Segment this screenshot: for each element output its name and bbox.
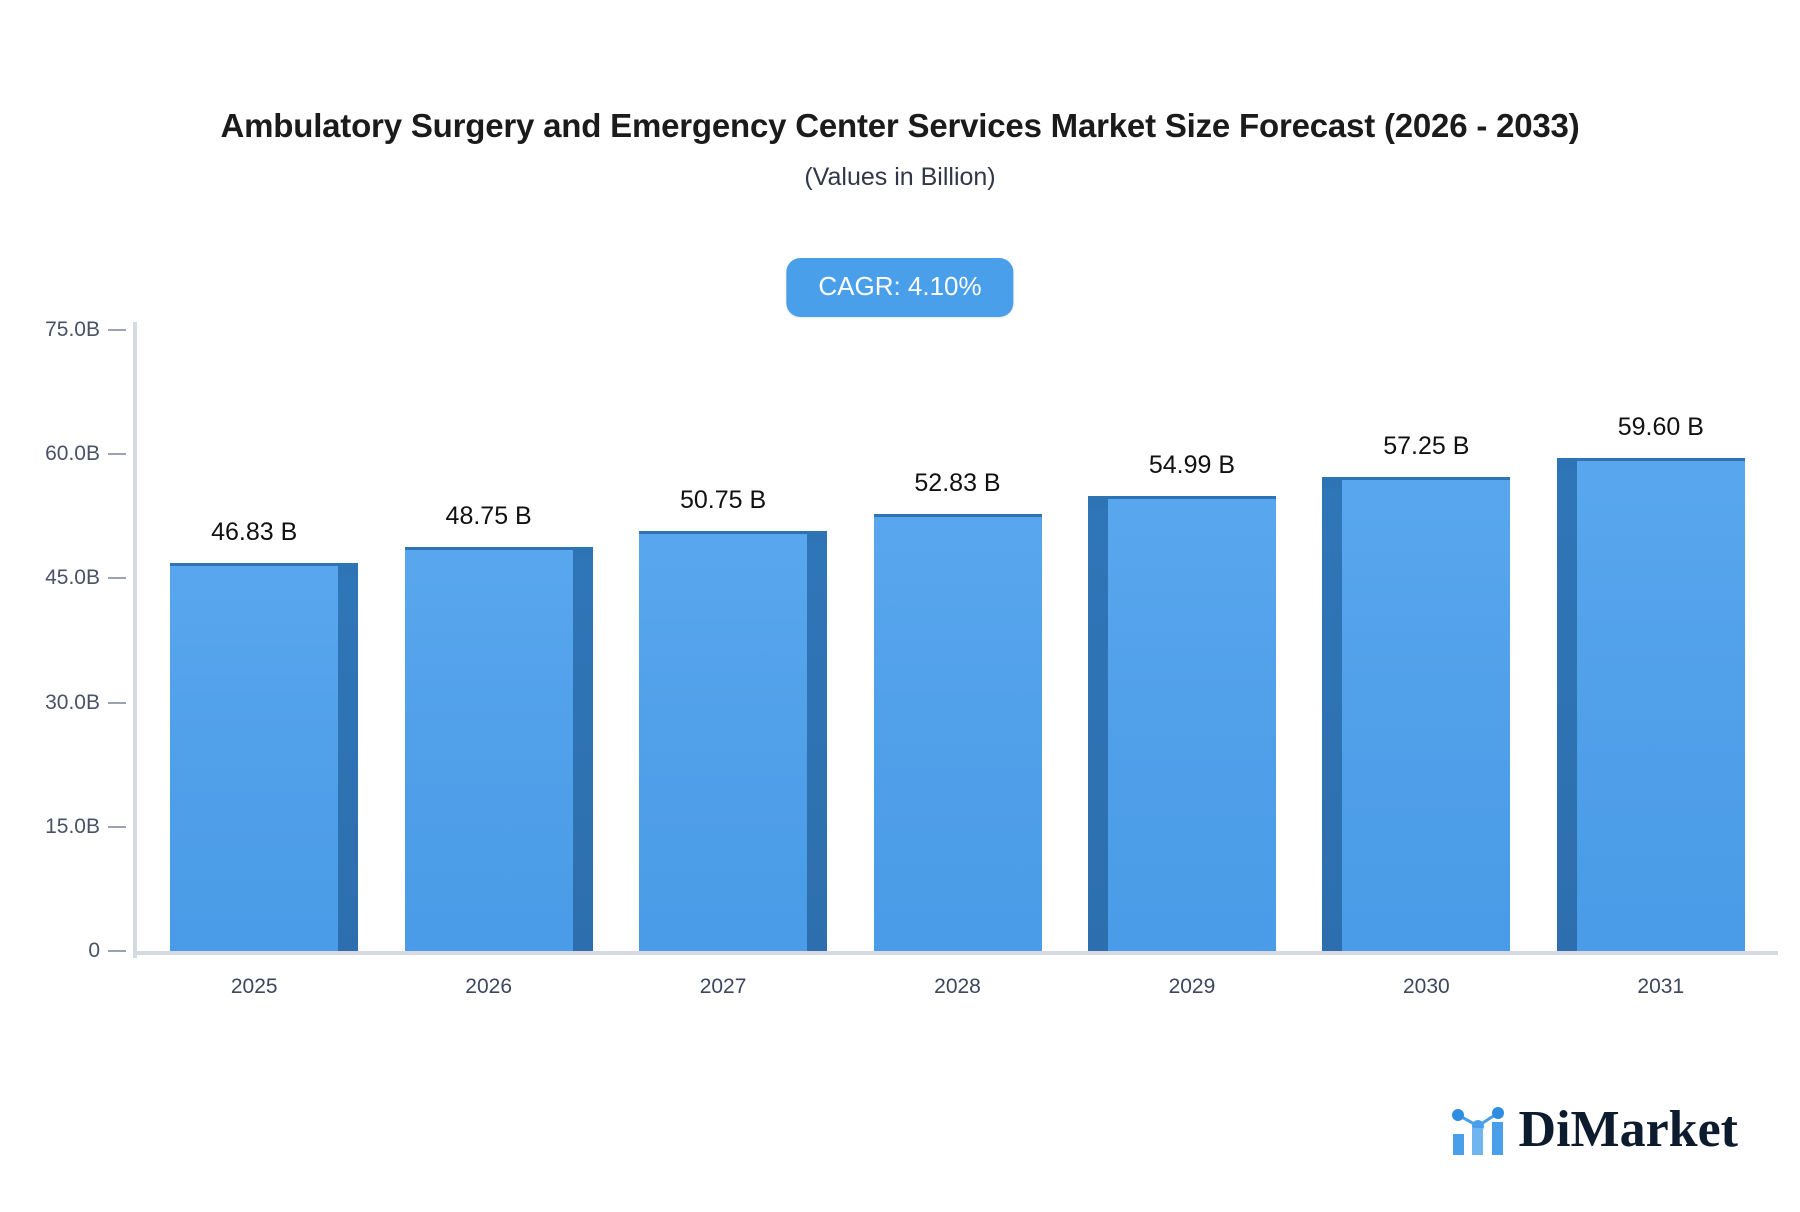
- x-axis-tick-label: 2026: [465, 975, 512, 998]
- bar-front-face: [170, 563, 339, 951]
- bar-chart-logo-icon: [1451, 1107, 1504, 1155]
- bar-top-bevel: [1087, 495, 1108, 508]
- x-axis-tick-label: 2029: [1168, 975, 1216, 998]
- x-axis-tick-label: 2030: [1402, 975, 1450, 998]
- y-axis: 0 15.0B 30.0B 45.0B 60.0B 75.0B: [0, 318, 100, 962]
- x-axis-tick-label: 2028: [934, 975, 981, 998]
- x-axis-tick-label: 2027: [699, 975, 747, 998]
- bar-top-bevel: [807, 530, 828, 543]
- y-axis-tick-label: 0: [88, 939, 100, 962]
- bar-value-label: 48.75 B: [445, 502, 532, 531]
- y-axis-tick-mark: [108, 950, 126, 952]
- bar-column[interactable]: 57.25 B: [1322, 330, 1511, 951]
- bar-front-face: [1107, 495, 1276, 951]
- bars-group: 46.83 B 48.75 B 50.75 B 52.83 B 54.99 B 57.25…: [137, 330, 1778, 951]
- dimarket-logo: DiMarket: [1449, 1104, 1738, 1156]
- bar[interactable]: 50.75 B: [639, 486, 828, 951]
- bar-column[interactable]: 59.60 B: [1556, 330, 1745, 951]
- bar-column[interactable]: 50.75 B: [639, 330, 828, 951]
- x-axis-tick-label: 2025: [230, 975, 278, 998]
- bar-column[interactable]: 48.75 B: [404, 330, 593, 951]
- bar-top-bevel: [1556, 457, 1577, 470]
- x-axis-line: [133, 951, 1778, 955]
- chart-subtitle: (Values in Billion): [804, 162, 996, 191]
- bar[interactable]: 57.25 B: [1322, 432, 1511, 951]
- bar-value-label: 52.83 B: [914, 468, 1001, 497]
- bar[interactable]: 59.60 B: [1556, 413, 1745, 951]
- bar-column[interactable]: 52.83 B: [873, 330, 1042, 951]
- y-axis-tick-mark: [108, 329, 126, 331]
- bar-value-label: 54.99 B: [1148, 450, 1236, 479]
- y-axis-line: [133, 322, 137, 958]
- bar-value-label: 50.75 B: [679, 485, 767, 514]
- bar-side-face: [1322, 486, 1343, 951]
- y-axis-tick-mark: [108, 453, 126, 456]
- y-axis-tick-label: 60.0B: [45, 442, 100, 466]
- bar-side-face: [807, 540, 828, 951]
- bar-top-bevel: [338, 563, 359, 576]
- plot-area: 0 15.0B 30.0B 45.0B 60.0B 75.0B 46.83 B 48.75 …: [0, 318, 1800, 970]
- bar-column[interactable]: 46.83 B: [170, 330, 359, 951]
- x-axis: 2025 2026 2027 2028 2029 2030 2031: [137, 975, 1778, 1015]
- bar-column[interactable]: 54.99 B: [1087, 330, 1276, 951]
- y-axis-tick-label: 75.0B: [45, 318, 100, 341]
- bar-side-face: [1087, 505, 1108, 951]
- cagr-badge: CAGR: 4.10%: [786, 258, 1014, 317]
- bar-value-label: 46.83 B: [211, 518, 298, 547]
- chart-header: Ambulatory Surgery and Emergency Center …: [0, 104, 1800, 192]
- y-axis-tick-mark: [108, 825, 126, 828]
- bar-top-bevel: [1322, 476, 1343, 489]
- x-axis-tick-label: 2031: [1637, 975, 1685, 998]
- bar[interactable]: 48.75 B: [404, 502, 593, 951]
- bar-side-face: [1556, 467, 1577, 951]
- bar[interactable]: 46.83 B: [170, 518, 359, 951]
- bar-side-face: [572, 557, 593, 951]
- bar[interactable]: 52.83 B: [873, 469, 1042, 951]
- bar-front-face: [639, 530, 808, 951]
- bar-value-label: 59.60 B: [1617, 412, 1704, 441]
- bar-value-label: 57.25 B: [1383, 431, 1470, 460]
- bar-front-face: [1342, 476, 1511, 951]
- bar[interactable]: 54.99 B: [1087, 451, 1276, 951]
- page-title: Ambulatory Surgery and Emergency Center …: [220, 107, 1580, 144]
- bar-top-bevel: [572, 547, 593, 560]
- y-axis-tick-label: 30.0B: [45, 690, 100, 714]
- bar-front-face: [1576, 457, 1745, 951]
- y-axis-tick-label: 45.0B: [45, 566, 100, 590]
- y-axis-tick-mark: [108, 701, 126, 704]
- y-axis-tick-label: 15.0B: [45, 814, 100, 838]
- bar-side-face: [338, 573, 359, 951]
- bar-front-face: [873, 513, 1042, 951]
- logo-wordmark: DiMarket: [1518, 1101, 1738, 1158]
- bar-front-face: [404, 547, 573, 951]
- y-axis-tick-mark: [108, 577, 126, 580]
